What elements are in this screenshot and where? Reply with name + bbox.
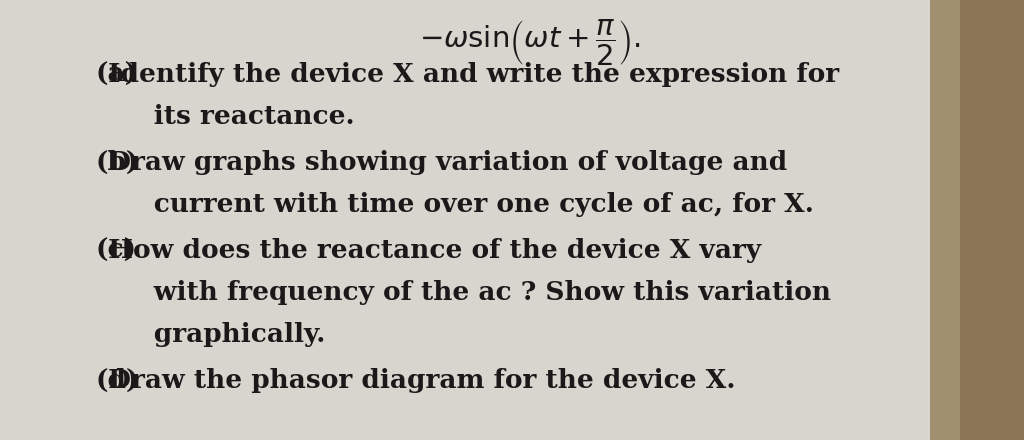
Text: (c): (c) xyxy=(95,238,136,263)
Bar xyxy=(930,0,1024,440)
Text: Draw graphs showing variation of voltage and: Draw graphs showing variation of voltage… xyxy=(99,150,787,175)
Text: How does the reactance of the device X vary: How does the reactance of the device X v… xyxy=(99,238,761,263)
Text: Identify the device X and write the expression for: Identify the device X and write the expr… xyxy=(99,62,839,87)
Text: (a): (a) xyxy=(95,62,137,87)
Text: Draw the phasor diagram for the device X.: Draw the phasor diagram for the device X… xyxy=(99,368,735,393)
Text: with frequency of the ac ? Show this variation: with frequency of the ac ? Show this var… xyxy=(99,280,831,305)
Text: (d): (d) xyxy=(95,368,138,393)
Text: (b): (b) xyxy=(95,150,138,175)
Text: its reactance.: its reactance. xyxy=(99,104,354,129)
Text: graphically.: graphically. xyxy=(99,322,326,347)
Bar xyxy=(961,0,1024,440)
Text: current with time over one cycle of ac, for X.: current with time over one cycle of ac, … xyxy=(99,192,814,217)
Text: $-\omega\sin\!\left(\omega t+\dfrac{\pi}{2}\right).$: $-\omega\sin\!\left(\omega t+\dfrac{\pi}… xyxy=(419,18,641,68)
